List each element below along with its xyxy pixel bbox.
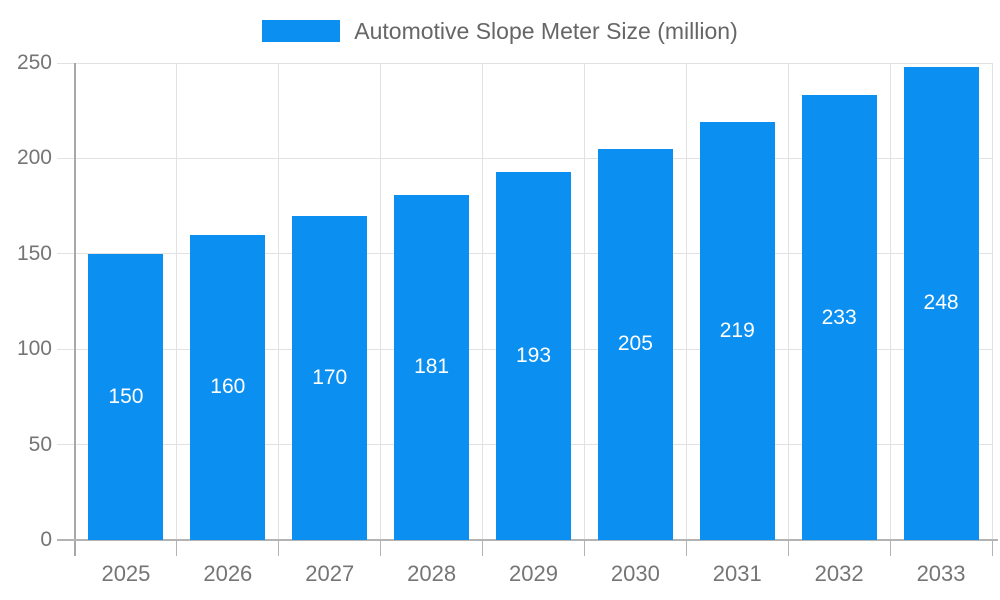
xtick-label-2028: 2028 — [407, 561, 457, 586]
xtick-label-2029: 2029 — [509, 561, 558, 586]
legend-label: Automotive Slope Meter Size (million) — [354, 17, 738, 44]
bar-2031[interactable] — [699, 122, 775, 540]
xtick-label-2025: 2025 — [101, 561, 151, 586]
ytick-100 — [57, 348, 75, 350]
xtick-label-2031: 2031 — [712, 561, 762, 586]
gridline-v-2 — [278, 63, 280, 540]
gridline-v-4 — [482, 63, 484, 540]
bar-label-2033: 248 — [923, 291, 959, 315]
bar-2029[interactable] — [496, 171, 571, 540]
ytick-label-200: 200 — [16, 146, 52, 170]
gridline-v-3 — [380, 63, 382, 540]
bar-label-2025: 150 — [108, 384, 144, 408]
xtick-6 — [685, 540, 687, 556]
bar-label-2032: 233 — [821, 305, 857, 329]
bar-2032[interactable] — [801, 95, 877, 540]
ytick-250 — [57, 62, 75, 64]
legend[interactable]: Automotive Slope Meter Size (million) — [0, 16, 1000, 46]
xtick-4 — [482, 540, 484, 556]
bar-2033[interactable] — [903, 66, 979, 540]
bar-2027[interactable] — [292, 215, 368, 540]
ytick-50 — [57, 444, 75, 446]
bar-label-2031: 219 — [719, 319, 755, 343]
ytick-label-50: 50 — [28, 432, 52, 456]
xtick-label-2030: 2030 — [610, 561, 660, 586]
ytick-label-250: 250 — [16, 51, 52, 74]
bar-label-2026: 160 — [210, 375, 246, 399]
gridline-v-7 — [787, 63, 789, 540]
xtick-3 — [380, 540, 382, 556]
ytick-label-150: 150 — [16, 241, 52, 265]
xtick-5 — [583, 540, 585, 556]
xtick-label-2027: 2027 — [305, 561, 355, 586]
bar-label-2028: 181 — [414, 355, 450, 379]
bar-2030[interactable] — [597, 148, 673, 540]
bar-label-2029: 193 — [515, 343, 552, 367]
gridline-v-8 — [889, 63, 891, 540]
gridline-v-9 — [991, 63, 993, 540]
xtick-8 — [889, 540, 891, 556]
y-axis-line — [74, 63, 76, 556]
ytick-label-100: 100 — [16, 337, 52, 361]
xtick-label-2032: 2032 — [814, 561, 864, 586]
x-axis-line — [57, 539, 998, 541]
xtick-label-2033: 2033 — [916, 561, 966, 586]
bar-2028[interactable] — [394, 194, 470, 540]
bar-label-2027: 170 — [312, 365, 348, 389]
gridline-h-250 — [75, 62, 992, 64]
xtick-9 — [991, 540, 993, 556]
gridline-h-200 — [75, 157, 992, 159]
bar-label-2030: 205 — [617, 332, 653, 356]
xtick-7 — [787, 540, 789, 556]
ytick-label-0: 0 — [40, 528, 52, 551]
ytick-200 — [57, 157, 75, 159]
xtick-2 — [278, 540, 280, 556]
xtick-1 — [176, 540, 178, 556]
ytick-150 — [57, 253, 75, 255]
legend-swatch — [262, 20, 341, 42]
gridline-v-5 — [583, 63, 585, 540]
gridline-v-6 — [685, 63, 687, 540]
bar-2025[interactable] — [88, 253, 164, 540]
xtick-label-2026: 2026 — [203, 561, 253, 586]
bar-2026[interactable] — [190, 234, 266, 540]
gridline-v-1 — [176, 63, 178, 540]
